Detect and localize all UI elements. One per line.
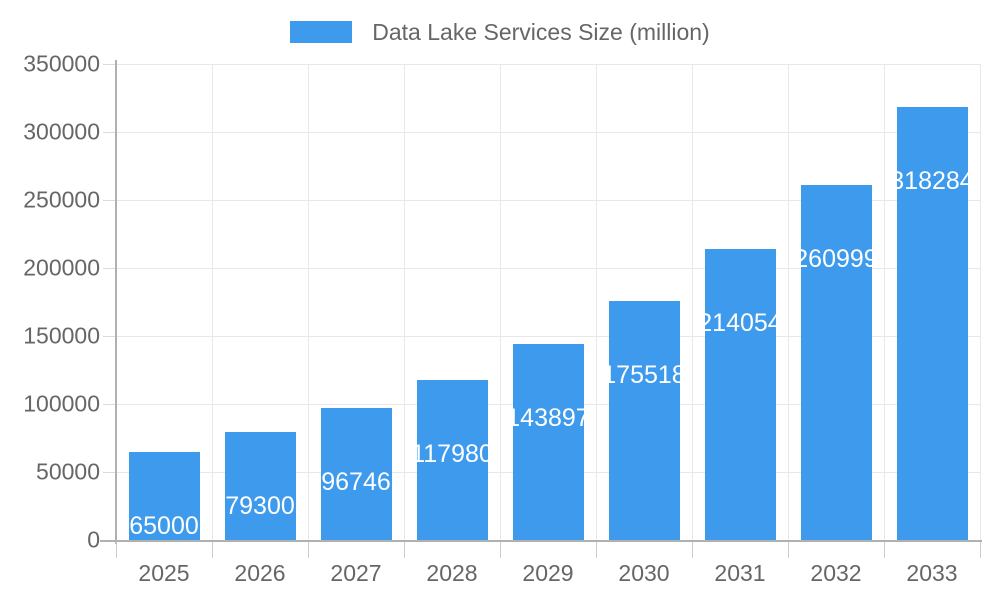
gridline-vertical <box>500 64 501 540</box>
gridline-vertical <box>404 64 405 540</box>
gridline-horizontal <box>116 132 980 133</box>
y-axis-tick-label: 50000 <box>36 458 100 485</box>
chart-legend: Data Lake Services Size (million) <box>0 14 1000 50</box>
x-axis-label-2027: 2027 <box>330 560 382 586</box>
x-axis-tick-mark <box>308 542 309 558</box>
y-axis-tick-label: 200000 <box>23 254 100 281</box>
x-axis-label-2028: 2028 <box>426 560 478 586</box>
y-axis-tick-label: 300000 <box>23 118 100 145</box>
x-axis-tick-mark <box>692 542 693 558</box>
y-axis-tick-label: 0 <box>87 526 100 553</box>
bar-2026[interactable] <box>224 432 296 540</box>
bar-2030[interactable] <box>608 301 680 540</box>
bar-2032[interactable] <box>800 185 872 540</box>
legend-label-data-lake-services-size[interactable]: Data Lake Services Size (million) <box>372 18 710 45</box>
x-axis-tick-mark <box>596 542 597 558</box>
y-axis-tick-label: 100000 <box>23 390 100 417</box>
x-axis-label-2026: 2026 <box>234 560 286 586</box>
gridline-horizontal <box>116 268 980 269</box>
y-axis-tick-mark <box>103 336 115 337</box>
x-axis-tick-mark <box>980 542 981 558</box>
bar-2025[interactable] <box>128 451 200 540</box>
x-axis-tick-mark <box>500 542 501 558</box>
x-axis-label-2031: 2031 <box>714 560 766 586</box>
gridline-horizontal <box>116 336 980 337</box>
bar-2029[interactable] <box>512 344 584 540</box>
y-axis-tick-label: 150000 <box>23 322 100 349</box>
gridline-vertical <box>308 64 309 540</box>
y-axis-line <box>115 60 117 544</box>
x-axis-line <box>100 540 982 542</box>
y-axis-tick-label: 250000 <box>23 186 100 213</box>
y-axis-tick-mark <box>103 132 115 133</box>
x-axis-tick-mark <box>212 542 213 558</box>
x-axis-label-2033: 2033 <box>906 560 958 586</box>
plot-area: 65000 79300 96746 117980 143897 175518 214054 2… <box>116 64 981 541</box>
gridline-horizontal <box>116 200 980 201</box>
x-axis-label-2030: 2030 <box>618 560 670 586</box>
gridline-vertical <box>788 64 789 540</box>
x-axis-tick-mark <box>884 542 885 558</box>
gridline-vertical <box>980 64 981 540</box>
y-axis-tick-mark <box>103 404 115 405</box>
bar-2031[interactable] <box>704 248 776 540</box>
bar-2027[interactable] <box>320 408 392 540</box>
y-axis-tick-mark <box>103 64 115 65</box>
gridline-vertical <box>884 64 885 540</box>
x-axis-label-2032: 2032 <box>810 560 862 586</box>
legend-swatch-data-lake-services-size[interactable] <box>290 21 353 43</box>
y-axis-tick-mark <box>103 268 115 269</box>
x-axis-tick-mark <box>116 542 117 558</box>
y-axis-tick-mark <box>103 472 115 473</box>
bar-2028[interactable] <box>416 379 488 540</box>
x-axis-tick-mark <box>788 542 789 558</box>
gridline-horizontal <box>116 64 980 65</box>
gridline-vertical <box>212 64 213 540</box>
x-axis-label-2029: 2029 <box>522 560 574 586</box>
gridline-vertical <box>692 64 693 540</box>
x-axis-tick-mark <box>404 542 405 558</box>
bar-2033[interactable] <box>896 107 968 540</box>
y-axis-tick-label: 350000 <box>23 50 100 77</box>
gridline-vertical <box>596 64 597 540</box>
x-axis-label-2025: 2025 <box>138 560 190 586</box>
y-axis-tick-mark <box>103 200 115 201</box>
